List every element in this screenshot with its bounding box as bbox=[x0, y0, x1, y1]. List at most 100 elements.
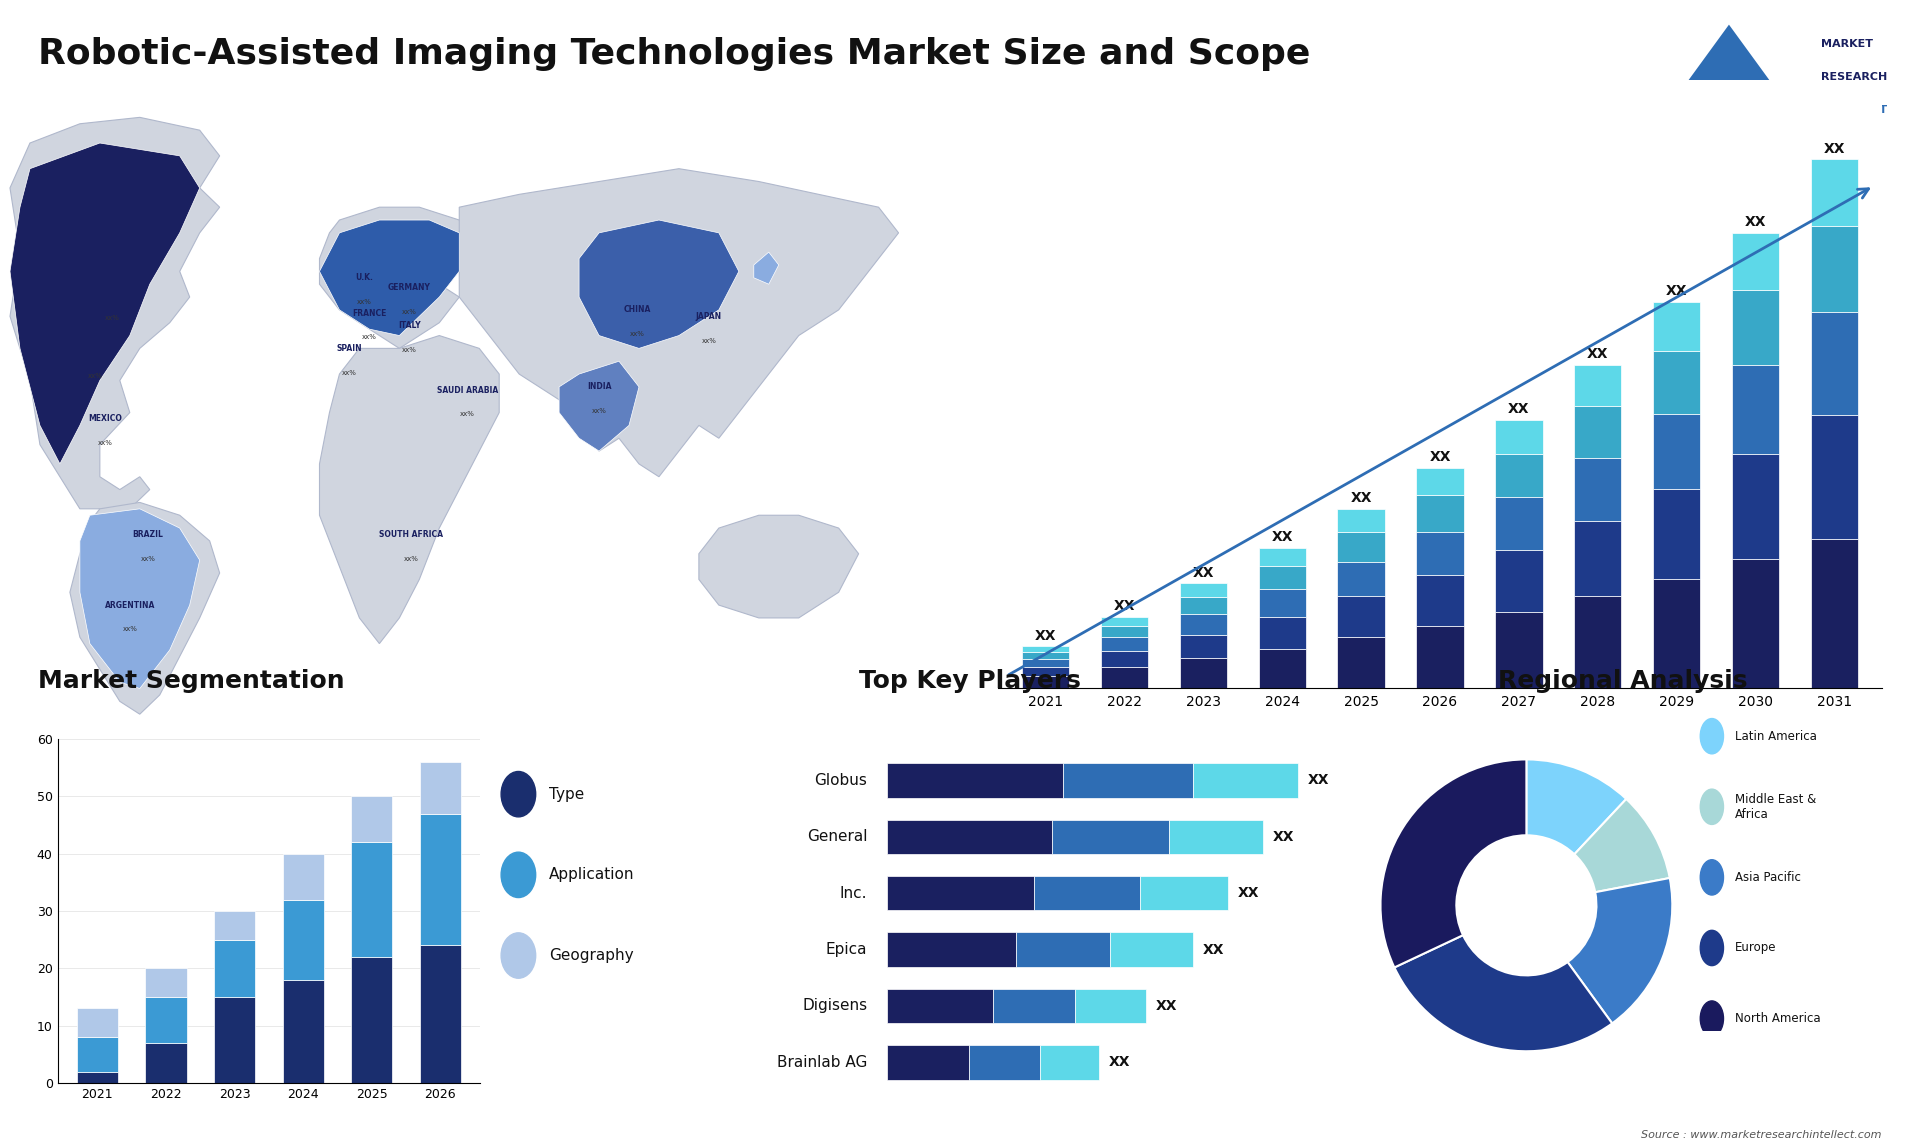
Bar bbox=[351, 842, 392, 957]
Bar bbox=[1732, 290, 1780, 364]
Text: xx%: xx% bbox=[401, 308, 417, 315]
Text: MEXICO: MEXICO bbox=[88, 415, 121, 424]
Bar bbox=[1021, 659, 1069, 667]
Bar bbox=[887, 989, 993, 1023]
Bar bbox=[1338, 596, 1384, 637]
Text: xx%: xx% bbox=[88, 372, 102, 379]
Bar bbox=[1260, 617, 1306, 649]
Text: XX: XX bbox=[1588, 347, 1609, 361]
Text: xx%: xx% bbox=[357, 299, 372, 305]
Circle shape bbox=[501, 933, 536, 979]
Text: Top Key Players: Top Key Players bbox=[858, 669, 1081, 693]
Text: xx%: xx% bbox=[363, 335, 376, 340]
Text: Regional Analysis: Regional Analysis bbox=[1498, 669, 1747, 693]
Text: FRANCE: FRANCE bbox=[351, 308, 386, 317]
Wedge shape bbox=[1574, 799, 1670, 893]
Bar bbox=[1653, 301, 1701, 351]
Bar bbox=[1179, 614, 1227, 635]
Bar bbox=[1100, 637, 1148, 651]
Bar bbox=[1574, 364, 1620, 406]
Bar bbox=[1574, 406, 1620, 458]
Text: XX: XX bbox=[1428, 450, 1452, 464]
Bar bbox=[1100, 626, 1148, 637]
Polygon shape bbox=[81, 509, 200, 689]
Circle shape bbox=[1701, 1000, 1724, 1036]
Bar bbox=[1338, 509, 1384, 532]
Bar bbox=[1417, 495, 1463, 532]
Bar bbox=[1192, 763, 1298, 798]
Text: U.S.: U.S. bbox=[86, 347, 104, 356]
Text: Application: Application bbox=[549, 868, 636, 882]
Bar bbox=[1179, 658, 1227, 688]
Text: xx%: xx% bbox=[459, 411, 474, 417]
Text: xx%: xx% bbox=[140, 556, 156, 562]
Bar bbox=[146, 1043, 186, 1083]
Bar bbox=[1732, 454, 1780, 559]
Text: CHINA: CHINA bbox=[624, 305, 651, 314]
Text: XX: XX bbox=[1308, 774, 1329, 787]
Bar bbox=[1811, 226, 1859, 312]
Bar bbox=[1260, 589, 1306, 617]
Text: xx%: xx% bbox=[98, 440, 111, 446]
Polygon shape bbox=[319, 207, 480, 348]
Text: xx%: xx% bbox=[342, 370, 357, 376]
Text: xx%: xx% bbox=[104, 315, 119, 321]
Text: ITALY: ITALY bbox=[397, 321, 420, 330]
Bar bbox=[1496, 612, 1542, 688]
Bar bbox=[1732, 233, 1780, 290]
Bar bbox=[1496, 497, 1542, 550]
Wedge shape bbox=[1394, 935, 1613, 1051]
Bar bbox=[1574, 596, 1620, 688]
Text: SOUTH AFRICA: SOUTH AFRICA bbox=[380, 529, 444, 539]
Bar bbox=[1021, 646, 1069, 652]
Text: Asia Pacific: Asia Pacific bbox=[1736, 871, 1801, 884]
Bar bbox=[1021, 667, 1069, 676]
Bar bbox=[146, 968, 186, 997]
Bar bbox=[1653, 351, 1701, 414]
Text: SAUDI ARABIA: SAUDI ARABIA bbox=[436, 385, 497, 394]
Bar bbox=[77, 1037, 117, 1072]
Text: Geography: Geography bbox=[549, 948, 634, 963]
Polygon shape bbox=[459, 168, 899, 477]
Polygon shape bbox=[580, 220, 739, 348]
Text: XX: XX bbox=[1824, 142, 1845, 156]
Bar bbox=[351, 796, 392, 842]
Bar bbox=[1041, 1045, 1098, 1080]
Circle shape bbox=[501, 771, 536, 817]
Text: XX: XX bbox=[1035, 629, 1056, 643]
Bar bbox=[887, 1045, 970, 1080]
Bar bbox=[1653, 489, 1701, 579]
Bar bbox=[887, 819, 1052, 854]
Text: xx%: xx% bbox=[701, 338, 716, 344]
Bar bbox=[1417, 626, 1463, 688]
Polygon shape bbox=[319, 336, 499, 644]
Bar bbox=[1169, 819, 1263, 854]
Bar bbox=[282, 980, 324, 1083]
Text: MARKET: MARKET bbox=[1822, 39, 1874, 49]
Text: JAPAN: JAPAN bbox=[695, 312, 722, 321]
Text: XX: XX bbox=[1271, 531, 1292, 544]
Text: XX: XX bbox=[1667, 284, 1688, 298]
Text: Globus: Globus bbox=[814, 772, 868, 788]
Text: xx%: xx% bbox=[403, 556, 419, 562]
Bar bbox=[1260, 649, 1306, 688]
Text: CANADA: CANADA bbox=[94, 289, 131, 298]
Bar bbox=[1653, 579, 1701, 688]
Bar bbox=[1064, 763, 1192, 798]
Text: xx%: xx% bbox=[591, 408, 607, 414]
Text: xx%: xx% bbox=[401, 347, 417, 353]
Bar bbox=[1140, 876, 1227, 910]
Text: BRAZIL: BRAZIL bbox=[132, 529, 163, 539]
Bar bbox=[887, 933, 1016, 967]
Polygon shape bbox=[10, 117, 219, 509]
Bar bbox=[1100, 667, 1148, 688]
Bar bbox=[1811, 312, 1859, 415]
Text: Inc.: Inc. bbox=[839, 886, 868, 901]
Text: Digisens: Digisens bbox=[803, 998, 868, 1013]
Polygon shape bbox=[699, 516, 858, 618]
Bar bbox=[1811, 159, 1859, 226]
Bar bbox=[993, 989, 1075, 1023]
Bar bbox=[1052, 819, 1169, 854]
Text: General: General bbox=[806, 830, 868, 845]
Text: Robotic-Assisted Imaging Technologies Market Size and Scope: Robotic-Assisted Imaging Technologies Ma… bbox=[38, 37, 1311, 71]
